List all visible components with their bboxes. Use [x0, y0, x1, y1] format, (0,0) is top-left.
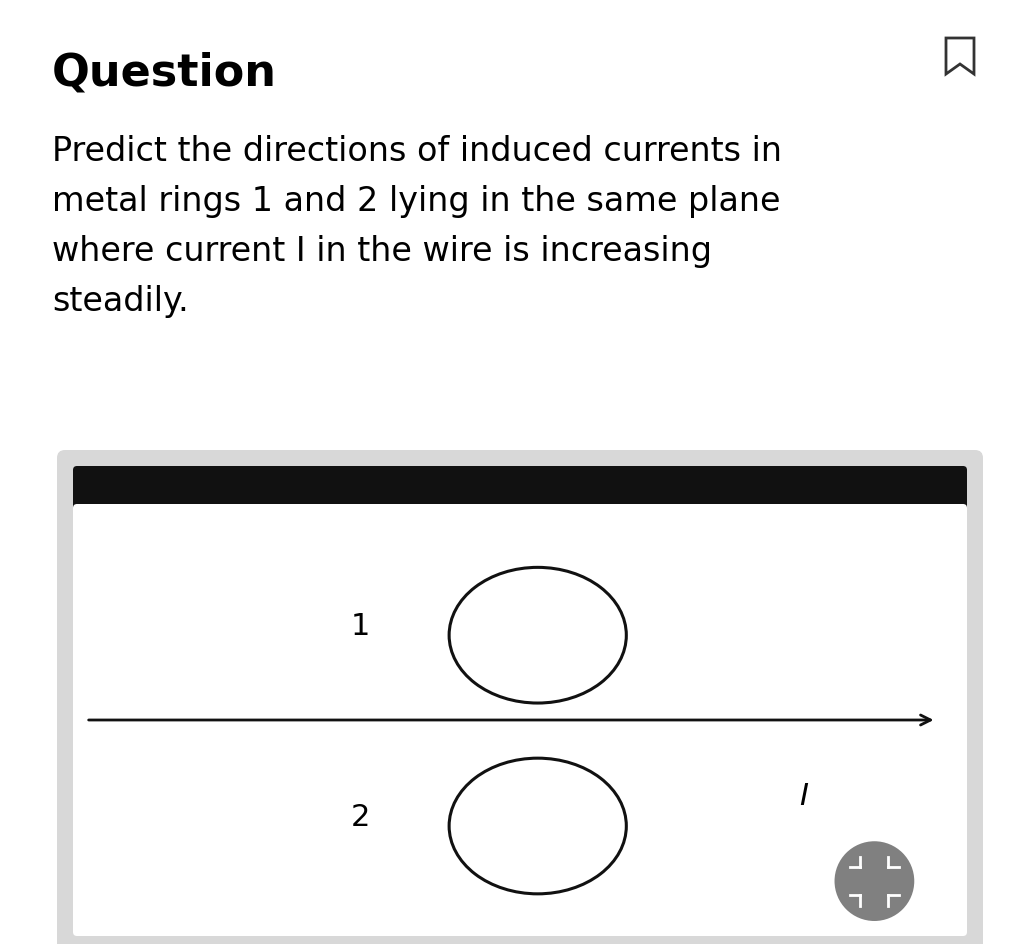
FancyBboxPatch shape [57, 450, 983, 944]
FancyBboxPatch shape [73, 466, 967, 512]
Text: Question: Question [52, 52, 278, 95]
Text: I: I [799, 782, 808, 811]
Text: Predict the directions of induced currents in
metal rings 1 and 2 lying in the s: Predict the directions of induced curren… [52, 135, 782, 318]
Circle shape [835, 841, 914, 921]
Text: 2: 2 [351, 803, 371, 832]
Text: 1: 1 [351, 613, 371, 641]
FancyBboxPatch shape [73, 504, 967, 936]
